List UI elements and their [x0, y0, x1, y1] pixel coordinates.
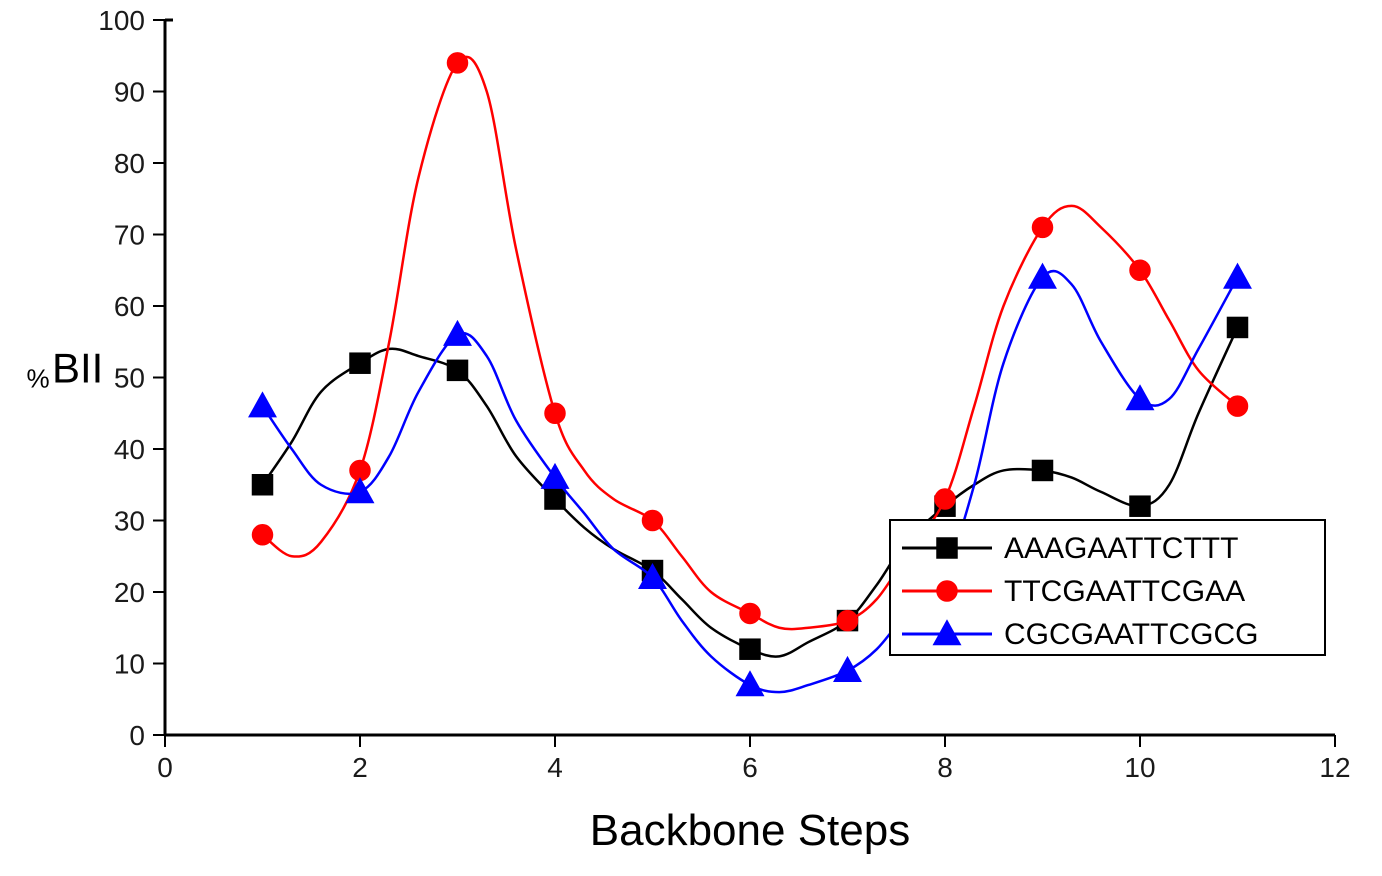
x-tick-label: 0	[157, 752, 173, 783]
y-tick-label: 50	[114, 363, 145, 394]
y-tick-label: 30	[114, 506, 145, 537]
x-tick-label: 8	[937, 752, 953, 783]
y-tick-label: 70	[114, 220, 145, 251]
y-tick-label: 80	[114, 148, 145, 179]
y-axis-label: BII	[52, 345, 103, 392]
x-tick-label: 2	[352, 752, 368, 783]
y-tick-label: 100	[98, 5, 145, 36]
legend-label: TTCGAATTCGAA	[1004, 575, 1245, 608]
legend: AAAGAATTCTTT TTCGAATTCGAA CGCGAATTCGCG	[890, 520, 1325, 655]
y-tick-label: 40	[114, 434, 145, 465]
x-tick-label: 12	[1319, 752, 1350, 783]
legend-label: AAAGAATTCTTT	[1004, 532, 1238, 565]
y-tick-label: 90	[114, 77, 145, 108]
line-chart: 0 2 4 6 8 10 12 0 10 20 30 40 50 60 70 80 90 100%BII Backb…	[0, 0, 1382, 876]
chart-container: 0 2 4 6 8 10 12 0 10 20 30 40 50 60 70 80 90 100%BII Backb…	[0, 0, 1382, 876]
y-tick-label: 20	[114, 577, 145, 608]
y-tick-label: 0	[129, 720, 145, 751]
x-tick-label: 10	[1124, 752, 1155, 783]
x-tick-label: 4	[547, 752, 563, 783]
x-axis-label: Backbone Steps	[590, 806, 910, 855]
x-tick-label: 6	[742, 752, 758, 783]
y-tick-label: 60	[114, 291, 145, 322]
y-axis-label-prefix: %	[26, 364, 49, 394]
legend-label: CGCGAATTCGCG	[1004, 618, 1258, 651]
y-tick-label: 10	[114, 649, 145, 680]
